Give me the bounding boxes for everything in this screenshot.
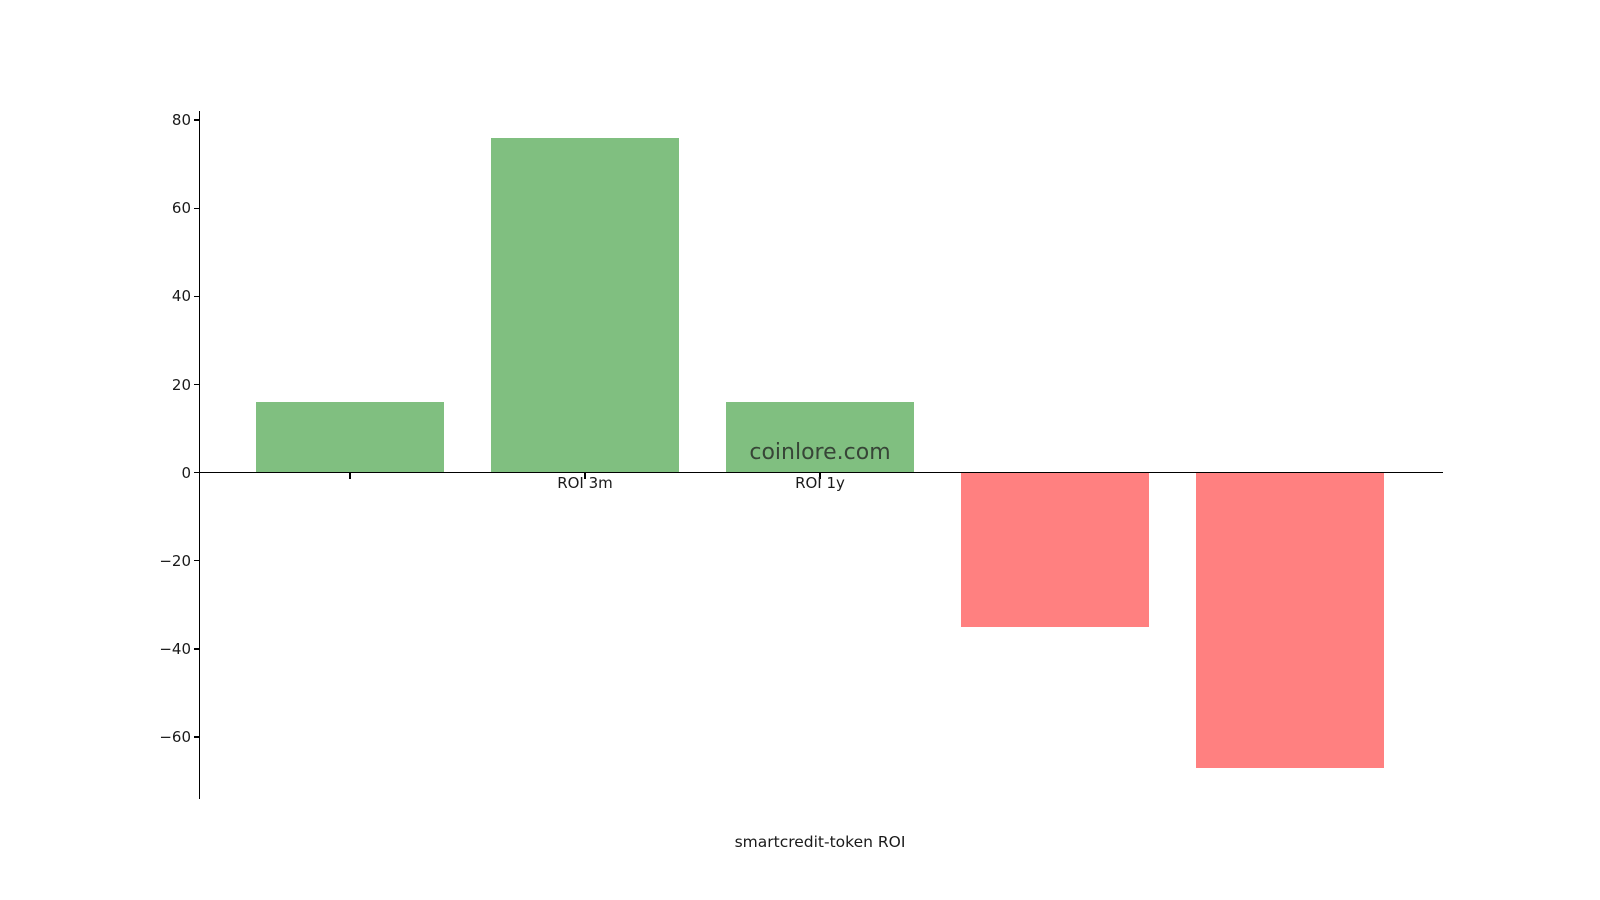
y-tick-label: 0 (181, 463, 191, 482)
y-axis-tick (193, 736, 200, 738)
y-axis-tick (193, 207, 200, 210)
y-axis-tick (193, 471, 200, 474)
y-tick-label: −20 (159, 551, 191, 570)
y-axis-tick (193, 383, 200, 386)
y-axis-line (198, 111, 201, 799)
y-tick-label: 40 (171, 287, 191, 306)
y-tick-label: 60 (171, 199, 191, 218)
y-tick-label: 80 (171, 111, 191, 130)
coinlore-watermark: coinlore.com (749, 440, 891, 465)
roi-bar-positive (256, 402, 444, 473)
y-axis-tick (193, 648, 200, 650)
x-axis-tick (584, 472, 586, 479)
x-tick-label: ROI 3m (557, 473, 613, 492)
x-tick-label: ROI 1y (795, 473, 845, 492)
roi-bar-negative (1196, 472, 1384, 768)
y-axis-tick (193, 295, 200, 298)
roi-bar-positive (491, 137, 679, 473)
roi-bar-positive (726, 402, 914, 473)
y-tick-label: −40 (159, 639, 191, 658)
x-axis-tick (819, 472, 821, 479)
x-axis-line (198, 471, 1443, 474)
y-axis-tick (193, 559, 200, 562)
roi-bar-negative (961, 472, 1149, 627)
x-axis-tick (349, 472, 351, 479)
chart-title: smartcredit-token ROI (734, 833, 906, 851)
y-tick-label: −60 (159, 727, 191, 746)
y-tick-label: 20 (171, 375, 191, 394)
y-axis-tick (193, 119, 200, 121)
